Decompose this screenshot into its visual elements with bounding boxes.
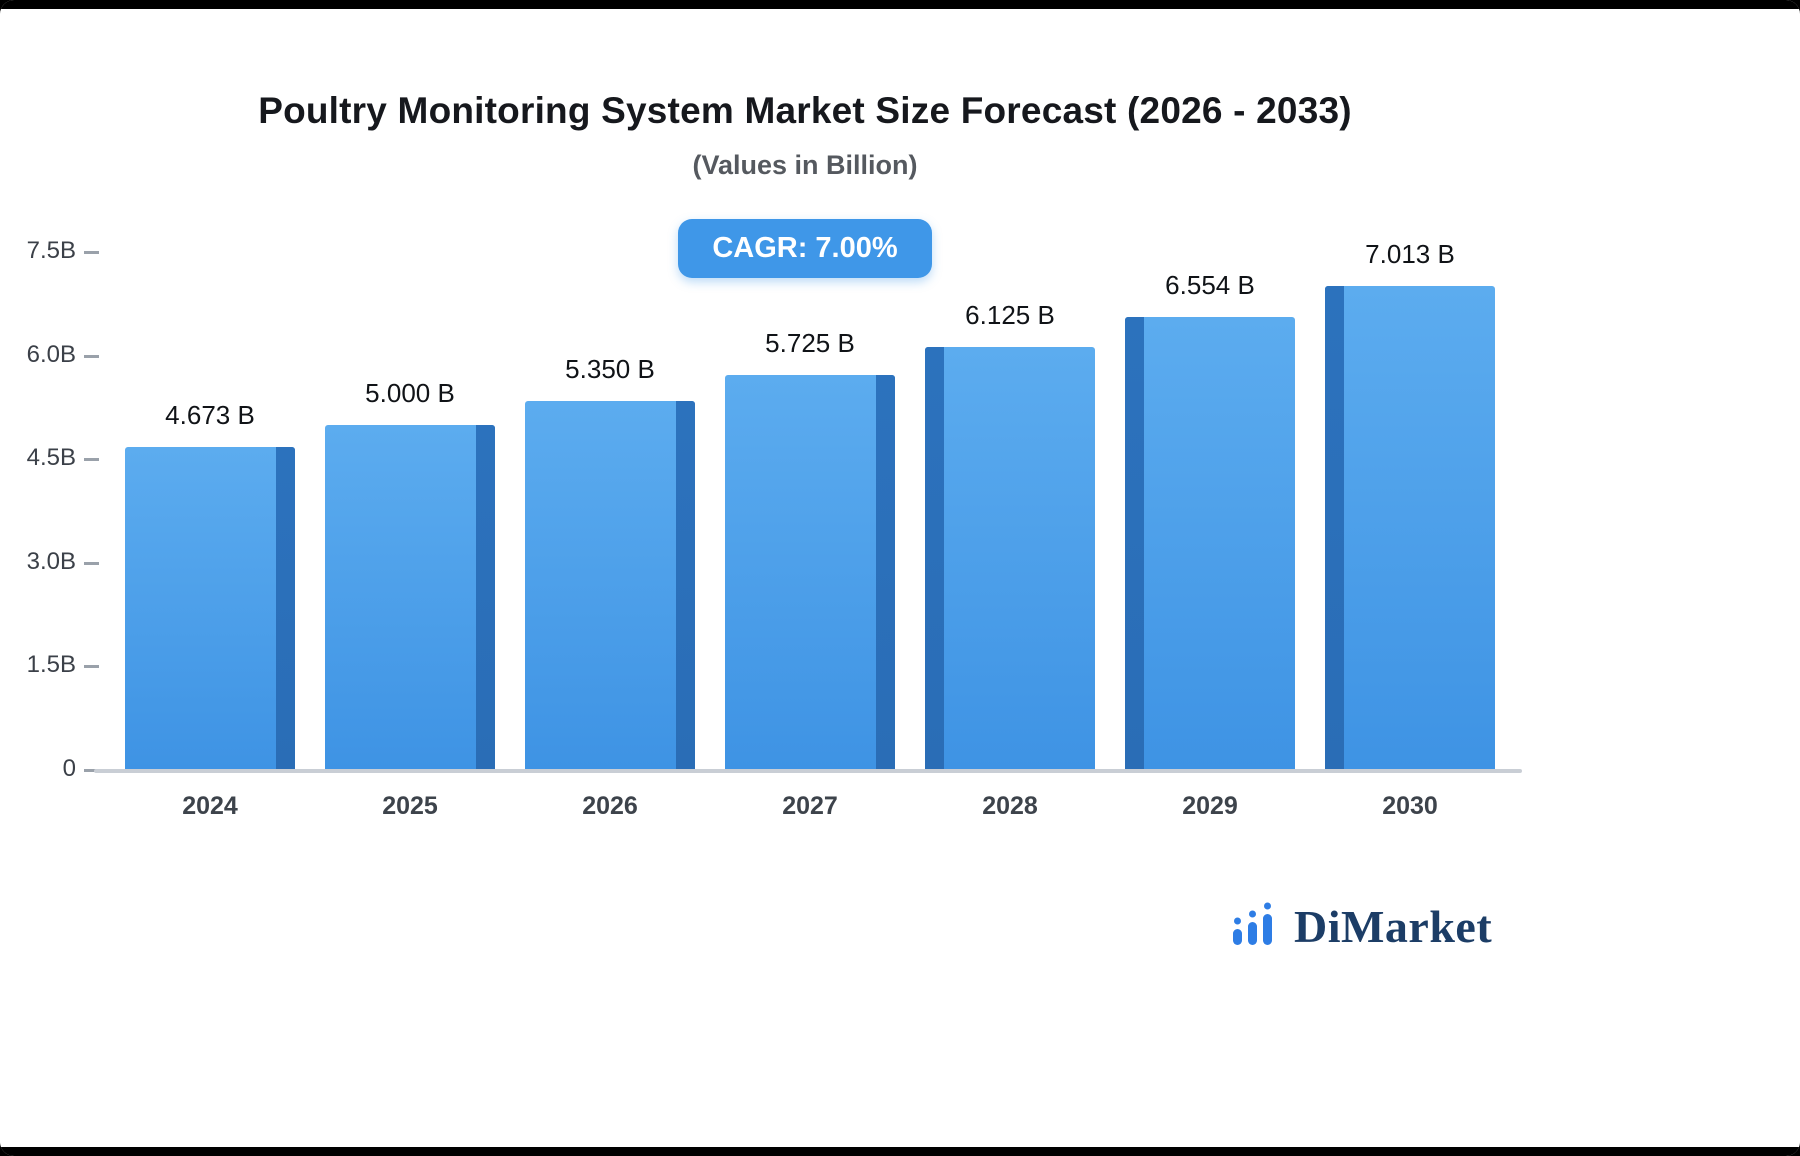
bar-shade-2027	[876, 374, 895, 770]
y-tick-mark-0	[84, 251, 99, 254]
x-tick-label-2027: 2027	[782, 792, 838, 820]
y-tick-label-1: 6.0B	[26, 340, 76, 368]
bar-value-2029: 6.554 B	[1165, 270, 1255, 301]
brand-logo: DiMarket	[1228, 900, 1492, 953]
bar-value-2027: 5.725 B	[765, 327, 855, 358]
bar-shade-2030	[1325, 285, 1344, 770]
x-tick-label-2030: 2030	[1382, 792, 1438, 820]
bar-value-2028: 6.125 B	[965, 299, 1055, 330]
bar-value-2025: 5.000 B	[365, 377, 455, 408]
bar-shade-2024	[276, 447, 295, 770]
bar-shade-2025	[476, 424, 495, 770]
logo-bar-0	[1233, 928, 1242, 945]
y-tick-mark-2	[84, 458, 99, 462]
bar-face-2025	[325, 424, 495, 770]
y-tick-mark-5	[84, 769, 99, 772]
top-border	[0, 0, 1800, 9]
dimarket-icon	[1233, 902, 1272, 945]
bar-value-2024: 4.673 B	[165, 400, 255, 431]
bar-face-2027	[725, 374, 895, 770]
logo-bar-2	[1263, 913, 1272, 945]
x-tick-label-2029: 2029	[1182, 792, 1238, 820]
bar-shade-2029	[1125, 317, 1144, 770]
chart-title: Poultry Monitoring System Market Size Fo…	[258, 90, 1352, 131]
bottom-border	[0, 1147, 1800, 1156]
bar-2024	[125, 447, 295, 770]
x-tick-label-2028: 2028	[982, 792, 1038, 820]
bar-shade-2028	[925, 346, 944, 770]
bar-value-2026: 5.350 B	[565, 353, 655, 384]
bar-face-2029	[1125, 317, 1295, 770]
x-axis-line	[94, 769, 1522, 773]
bar-2030	[1325, 285, 1495, 770]
bar-face-2028	[925, 346, 1095, 770]
x-tick-label-2024: 2024	[182, 792, 238, 820]
chart-subtitle: (Values in Billion)	[692, 150, 918, 180]
cagr-badge: CAGR: 7.00%	[678, 219, 932, 278]
y-tick-mark-1	[84, 354, 99, 358]
y-tick-label-2: 4.5B	[26, 444, 76, 472]
bar-value-2030: 7.013 B	[1365, 238, 1455, 269]
bar-2027	[725, 374, 895, 770]
bar-shade-2026	[676, 400, 695, 770]
y-tick-label-5: 0	[62, 755, 76, 782]
x-tick-label-2025: 2025	[382, 792, 438, 820]
bar-face-2024	[125, 447, 295, 770]
brand-name: DiMarket	[1294, 901, 1493, 952]
logo-bar-1	[1248, 921, 1257, 945]
bar-2026	[525, 400, 695, 770]
y-tick-label-4: 1.5B	[26, 651, 76, 679]
chart-header: Poultry Monitoring System Market Size Fo…	[0, 90, 1610, 278]
bar-2028	[925, 346, 1095, 770]
bar-2029	[1125, 317, 1295, 770]
y-tick-mark-3	[84, 561, 99, 565]
y-tick-mark-4	[84, 665, 99, 669]
logo-dot-2	[1264, 902, 1271, 909]
logo-dot-1	[1249, 910, 1256, 917]
y-tick-label-3: 3.0B	[26, 547, 76, 575]
x-tick-label-2026: 2026	[582, 792, 638, 820]
bar-2025	[325, 424, 495, 770]
bar-face-2030	[1325, 285, 1495, 770]
bar-face-2026	[525, 400, 695, 770]
plot-area: 7.5B 6.0B 4.5B 3.0B 1.5B 0 4.673 B 5.000 B 5.35…	[27, 237, 1522, 820]
logo-dot-0	[1234, 917, 1241, 924]
y-tick-label-0: 7.5B	[26, 237, 76, 264]
